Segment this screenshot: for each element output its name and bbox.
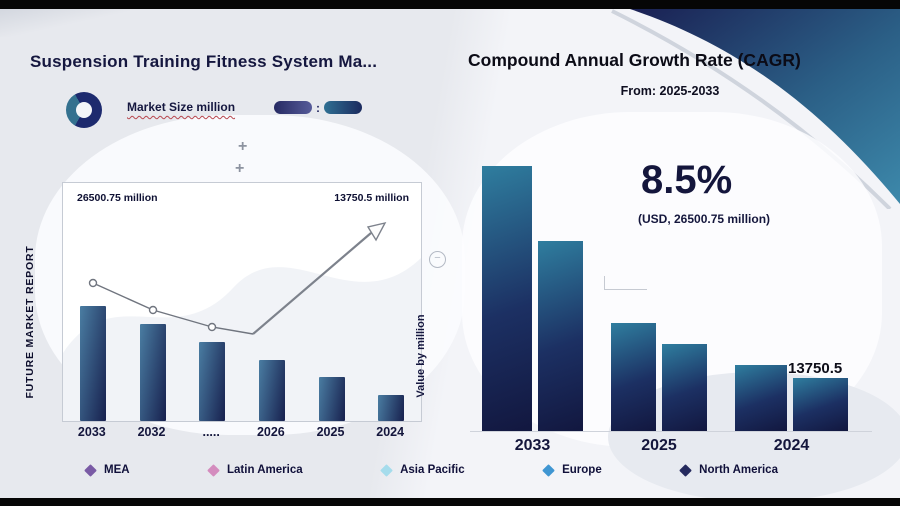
circle-minus-icon: − xyxy=(429,251,446,268)
cagr-subtitle: From: 2025-2033 xyxy=(620,84,720,98)
end-value-label: 13750.5 xyxy=(788,360,843,377)
market-size-bar xyxy=(139,324,166,421)
diamond-icon xyxy=(84,463,97,477)
pill-left-icon xyxy=(274,101,312,114)
bracket-decoration xyxy=(604,276,647,290)
legend-item-north-america: North America xyxy=(679,463,778,477)
pill-right-icon xyxy=(324,101,362,114)
market-title: Suspension Training Fitness System Ma... xyxy=(30,52,378,71)
legend-label: North America xyxy=(699,464,778,476)
cagr-bar xyxy=(793,378,848,431)
left-axis-label: FUTURE MARKET REPORT xyxy=(24,245,36,399)
market-x-label: 2032 xyxy=(137,425,166,439)
legend-label: Asia Pacific xyxy=(400,464,465,476)
legend-label: MEA xyxy=(104,464,130,476)
cagr-x-label: 2024 xyxy=(773,437,810,454)
cagr-bar-group xyxy=(735,365,848,431)
cagr-value: 8.5% xyxy=(641,158,733,202)
market-size-bar xyxy=(258,360,285,421)
cagr-x-labels: 2033 2025 2024 xyxy=(482,437,848,455)
trend-line-arrow xyxy=(88,221,387,335)
market-x-label: 2025 xyxy=(316,425,345,439)
donut-chart-icon xyxy=(66,92,108,130)
region-legend: MEA Latin America Asia Pacific Europe North … xyxy=(84,463,778,477)
top-frame-bar xyxy=(0,0,900,9)
diamond-icon xyxy=(207,463,220,477)
max-value-label: 26500.75 million xyxy=(77,192,158,204)
market-x-label: ..... xyxy=(202,425,220,439)
cagr-bar xyxy=(611,323,656,431)
market-size-chart: 26500.75 million 13750.5 million xyxy=(62,182,422,422)
cagr-x-label: 2025 xyxy=(641,437,677,454)
cagr-bars xyxy=(482,161,848,431)
bottom-frame-bar xyxy=(0,498,900,506)
cagr-x-label: 2033 xyxy=(514,437,551,454)
legend-item-mea: MEA xyxy=(84,463,130,477)
market-size-bar xyxy=(378,395,405,421)
diamond-icon xyxy=(380,463,393,477)
market-size-legend-label: Market Size million xyxy=(127,100,236,114)
market-bars xyxy=(63,301,421,421)
legend-item-asia-pacific: Asia Pacific xyxy=(380,463,465,477)
corner-decoration xyxy=(0,9,130,37)
cagr-title: Compound Annual Growth Rate (CAGR) xyxy=(468,50,801,70)
legend-label: Latin America xyxy=(227,464,303,476)
cagr-bar-group xyxy=(482,166,583,431)
cagr-bar xyxy=(538,241,583,431)
min-value-label: 13750.5 million xyxy=(334,192,409,204)
plus-decoration-icon: + xyxy=(235,160,245,177)
legend-item-europe: Europe xyxy=(542,463,602,477)
market-size-bar xyxy=(199,342,226,421)
plus-decoration-icon: + xyxy=(238,138,248,155)
cagr-bar xyxy=(662,344,707,431)
market-size-bar xyxy=(79,306,106,421)
market-x-labels: 2033 2032..... 2026 2025 2024 xyxy=(62,425,420,439)
cagr-baseline xyxy=(470,431,872,432)
diamond-icon xyxy=(679,463,693,477)
diamond-icon xyxy=(542,463,555,477)
market-x-label: 2033 xyxy=(77,425,106,439)
cagr-bar xyxy=(482,166,532,431)
market-size-bar xyxy=(318,377,345,421)
market-x-label: 2024 xyxy=(376,425,405,439)
legend-label: Europe xyxy=(562,464,602,476)
pill-separator: : xyxy=(316,100,320,115)
value-axis-label: Value by million xyxy=(415,314,427,398)
legend-item-latin-america: Latin America xyxy=(207,463,303,477)
pill-toggle-decoration: : xyxy=(274,101,362,114)
cagr-bar xyxy=(735,365,787,431)
cagr-detail: (USD, 26500.75 million) xyxy=(638,212,771,226)
cagr-bar-group xyxy=(611,323,707,431)
market-x-label: 2026 xyxy=(256,425,285,439)
